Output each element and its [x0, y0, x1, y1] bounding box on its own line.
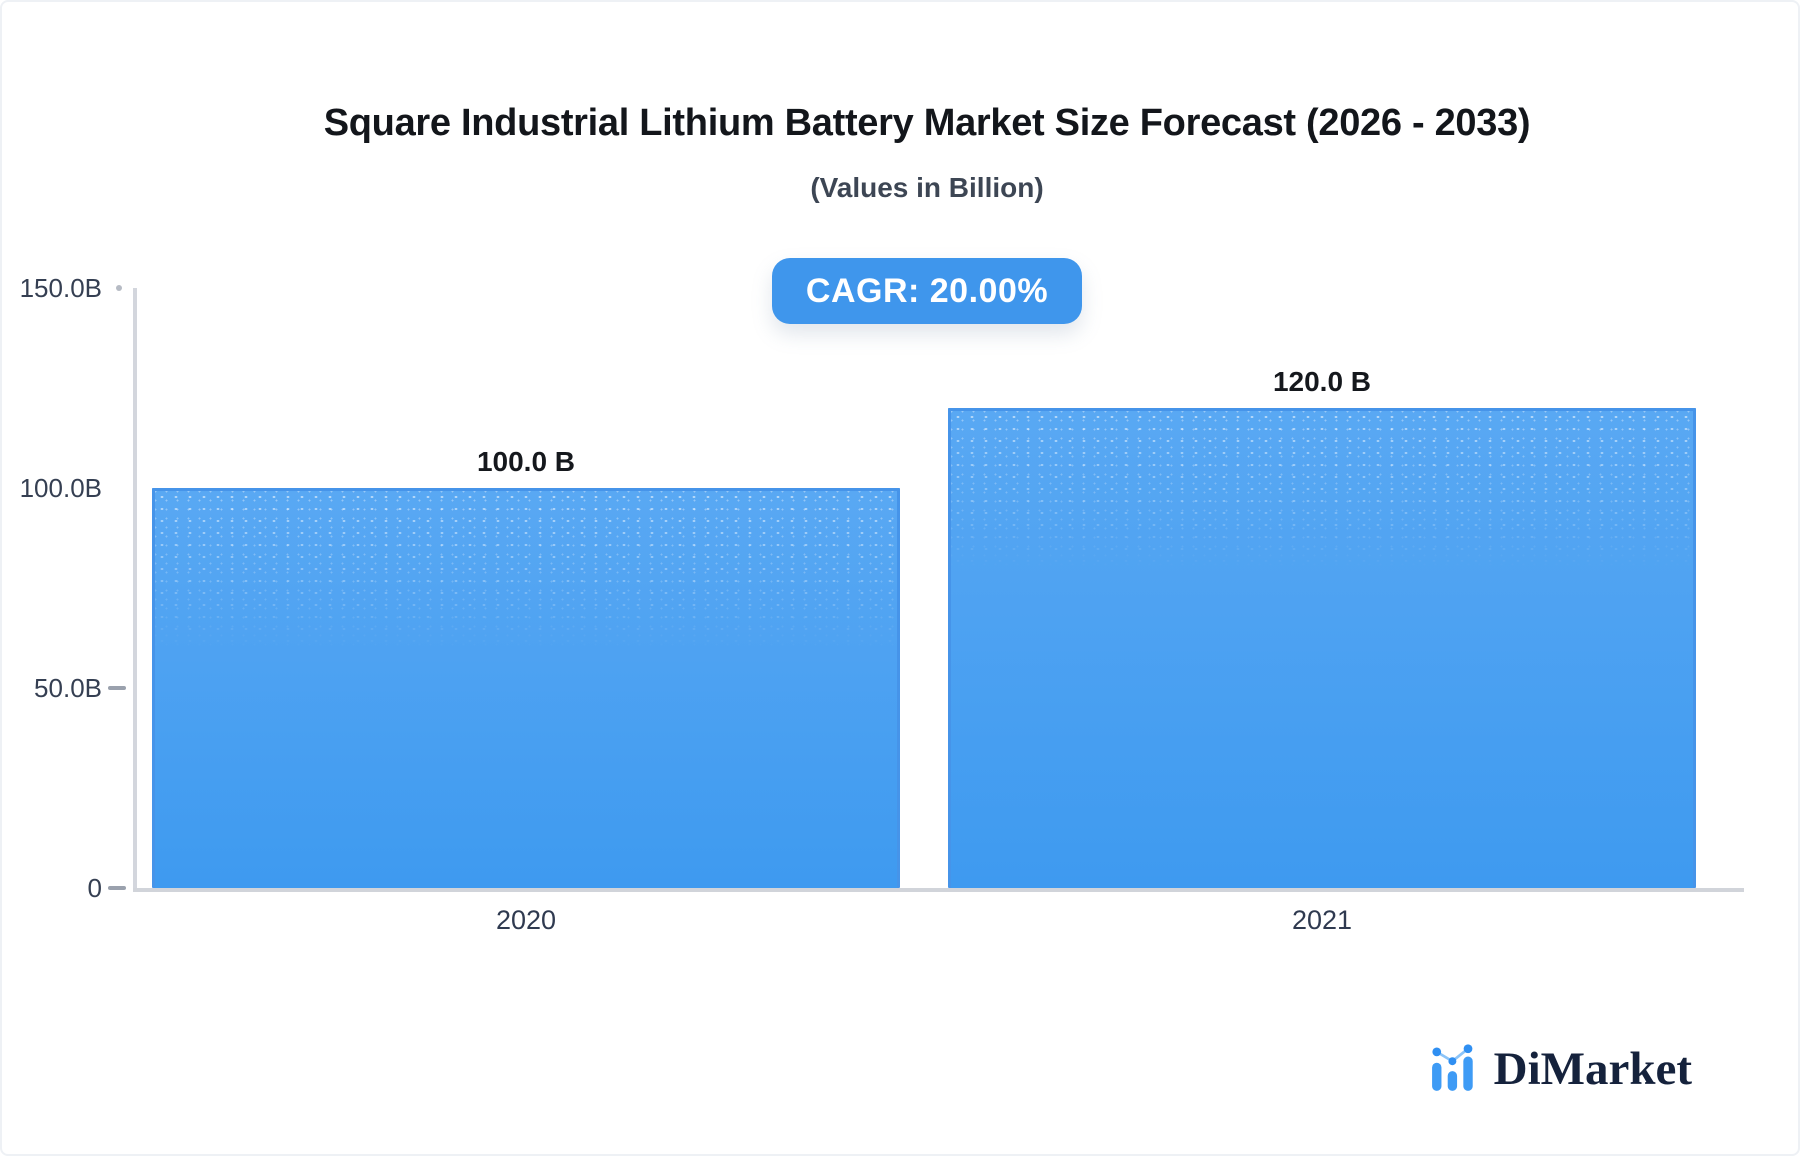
bar-line-chart-icon	[1431, 1043, 1473, 1091]
y-tick-mark	[116, 285, 122, 291]
x-tick-label: 2020	[495, 905, 557, 935]
bar-2021[interactable]	[948, 408, 1696, 888]
y-tick-label: 50.0B	[34, 673, 102, 703]
y-tick-mark	[108, 686, 126, 690]
bar-2020[interactable]	[152, 488, 900, 888]
x-axis-line	[133, 888, 1744, 892]
y-tick-label: 100.0B	[19, 473, 102, 503]
badge-row: CAGR: 20.00%	[52, 258, 1798, 324]
cagr-badge: CAGR: 20.00%	[771, 258, 1083, 324]
y-tick-label: 150.0B	[19, 273, 102, 303]
y-tick-mark	[108, 886, 126, 890]
chart-subtitle: (Values in Billion)	[810, 172, 1044, 203]
y-tick-label: 0	[87, 873, 102, 903]
x-tick-label: 2021	[1291, 905, 1353, 935]
bar-value-label: 100.0 B	[476, 446, 576, 477]
bar-value-label: 120.0 B	[1272, 366, 1372, 397]
y-axis-line	[133, 288, 137, 890]
brand-logo: DiMarket	[1430, 1042, 1692, 1093]
brand-name: DiMarket	[1493, 1043, 1692, 1095]
chart-title: Square Industrial Lithium Battery Market…	[323, 102, 1531, 144]
